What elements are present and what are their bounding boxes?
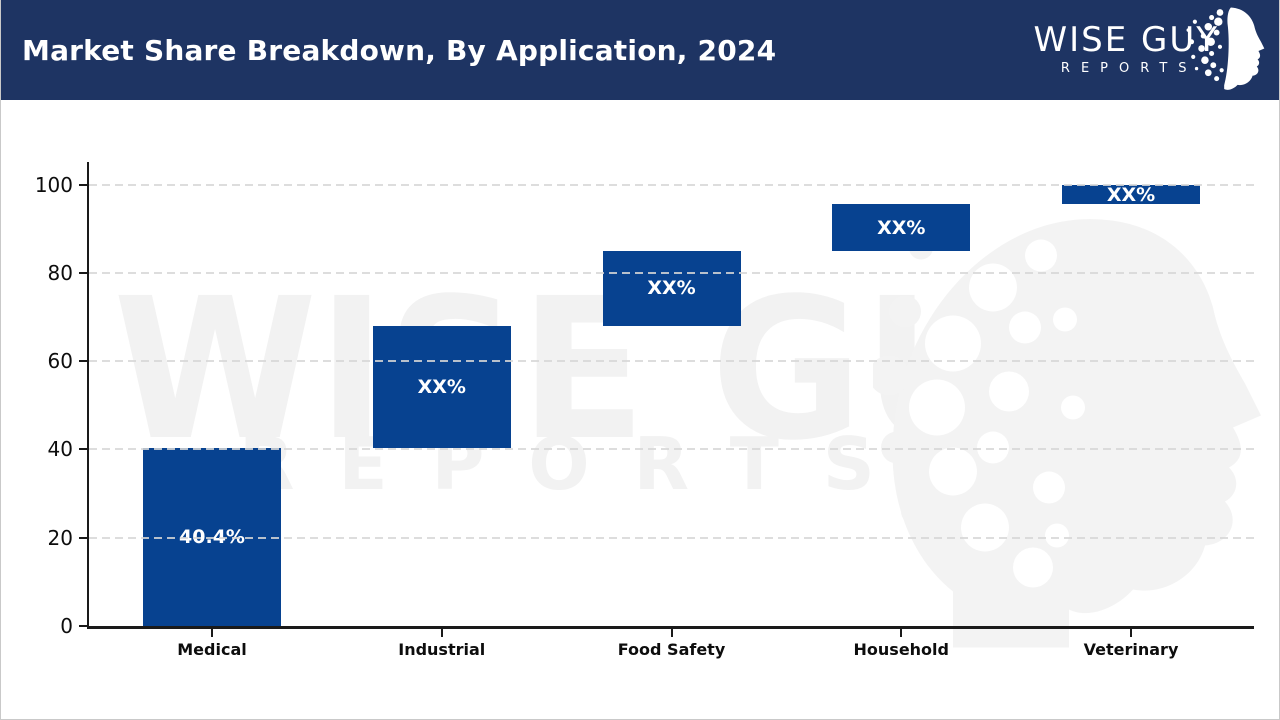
gridline-20	[89, 536, 1254, 539]
y-axis-tick-100	[79, 183, 87, 186]
wiseguy-head-icon	[1186, 7, 1265, 90]
y-axis-tick-40	[79, 448, 87, 451]
bar-veterinary: XX%	[1062, 183, 1200, 206]
x-axis-tick-2	[440, 629, 443, 637]
chart-plot-area: 0 20 40 60 80 100 40.4% Medical XX% Industrial XX%…	[1, 100, 1279, 719]
x-axis-label-industrial: Industrial	[398, 640, 486, 659]
watermark-head-icon	[873, 219, 1261, 648]
y-axis-label-20: 20	[47, 525, 73, 550]
logo-brand-name: WISE GUY	[1033, 20, 1219, 60]
y-axis-tick-60	[79, 360, 87, 363]
bar-value-label: XX%	[1106, 183, 1156, 206]
y-axis-label-40: 40	[47, 437, 73, 462]
y-axis-label-100: 100	[34, 172, 73, 197]
y-axis-tick-0	[79, 625, 87, 627]
x-axis-label-medical: Medical	[177, 640, 247, 659]
bar-industrial: XX%	[372, 325, 511, 448]
bar-value-label: XX%	[647, 277, 696, 300]
watermark-brand-subtext: REPORTS	[239, 422, 919, 506]
bar-value-label: XX%	[877, 216, 926, 239]
bar-household: XX%	[832, 204, 971, 251]
y-axis-label-0: 0	[60, 614, 73, 638]
x-axis-tick-5	[1130, 629, 1132, 637]
page-title: Market Share Breakdown, By Application, …	[22, 33, 777, 67]
x-axis-spine	[87, 626, 1254, 629]
x-axis-tick-1	[211, 629, 213, 637]
y-axis-tick-80	[79, 271, 87, 274]
bar-value-label: XX%	[417, 375, 466, 398]
header-band: Market Share Breakdown, By Application, …	[1, 0, 1279, 100]
y-axis-label-80: 80	[47, 260, 73, 285]
x-axis-label-household: Household	[853, 640, 949, 659]
gridline-40	[89, 448, 1254, 451]
y-axis-tick-20	[79, 536, 87, 539]
wiseguy-logo: WISE GUY REPORTS	[1021, 0, 1279, 100]
x-axis-tick-4	[900, 629, 903, 637]
bar-food-safety: XX%	[602, 250, 741, 326]
x-axis-label-food-safety: Food Safety	[617, 640, 726, 659]
y-axis-spine	[87, 162, 89, 628]
x-axis-tick-3	[670, 629, 673, 637]
y-axis-label-60: 60	[47, 349, 73, 374]
gridline-100	[89, 183, 1254, 186]
gridline-60	[89, 360, 1254, 363]
gridline-80	[89, 271, 1254, 274]
logo-brand-subtitle: REPORTS	[1060, 61, 1198, 77]
wiseguy-logo-text: WISE GUY REPORTS	[1033, 20, 1219, 77]
x-axis-label-veterinary: Veterinary	[1083, 640, 1179, 659]
